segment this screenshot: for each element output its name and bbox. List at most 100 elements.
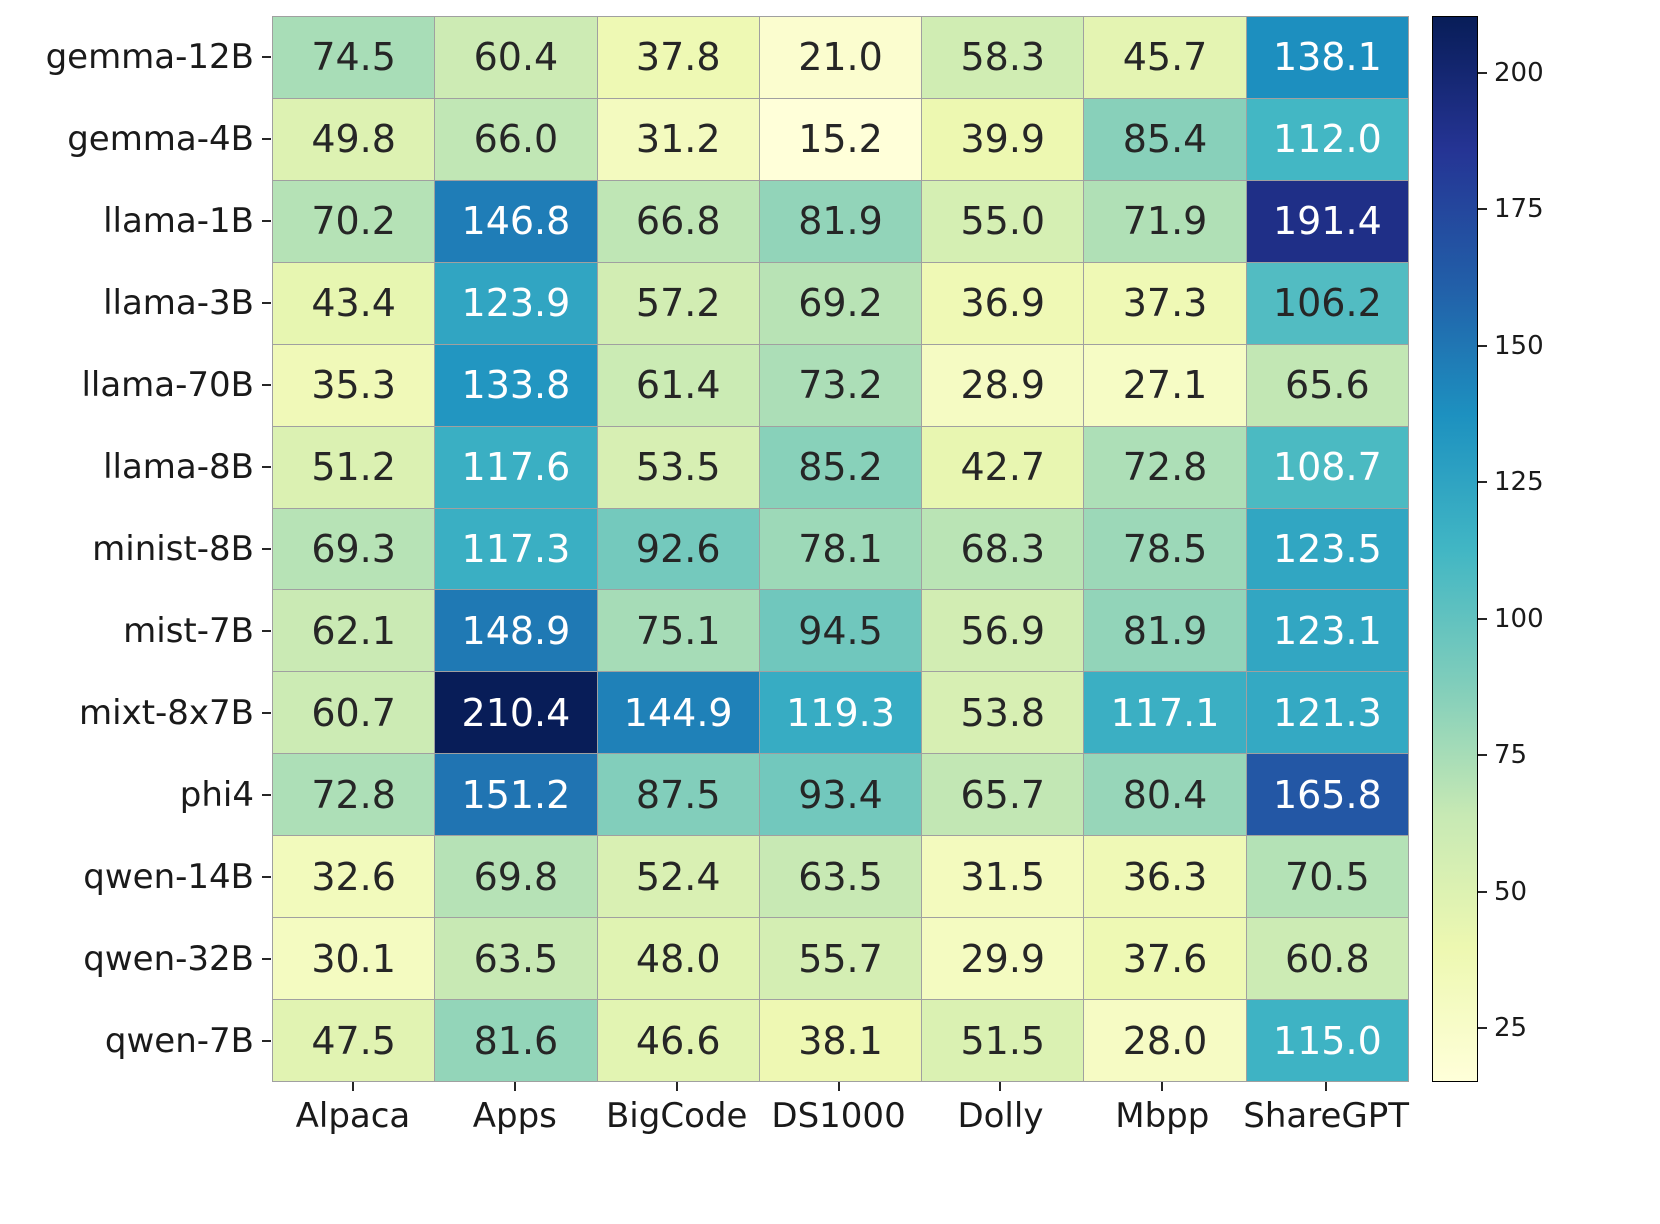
heatmap-cell: 123.1: [1246, 590, 1408, 672]
heatmap-cell: 38.1: [759, 1000, 922, 1081]
y-tick-mark: [262, 138, 271, 140]
heatmap-cell: 51.2: [273, 426, 435, 508]
colorbar-tick: 75: [1478, 742, 1527, 768]
row-label-text: qwen-7B: [104, 1021, 254, 1061]
heatmap-cell: 85.4: [1084, 98, 1246, 180]
heatmap-cell: 117.6: [435, 426, 597, 508]
row-label-text: mixt-8x7B: [79, 693, 254, 733]
y-tick-mark: [262, 56, 271, 58]
heatmap-grid: 74.5 60.4 37.8 21.0 58.3 45.7 138.1 49.8 66.0 31.…: [272, 16, 1409, 1082]
row-label: phi4: [0, 754, 272, 836]
x-tick-mark: [999, 1082, 1002, 1091]
column-label-text: Alpaca: [295, 1096, 411, 1136]
heatmap-cell: 21.0: [759, 17, 922, 98]
row-label-text: llama-3B: [103, 283, 254, 323]
heatmap-cell: 47.5: [273, 1000, 435, 1081]
heatmap-cell: 92.6: [597, 508, 759, 590]
row-label: mixt-8x7B: [0, 672, 272, 754]
heatmap-cell: 73.2: [759, 344, 922, 426]
heatmap-cell: 61.4: [597, 344, 759, 426]
colorbar-tick: 50: [1478, 879, 1527, 905]
colorbar-tick-label: 25: [1494, 1013, 1528, 1044]
heatmap-cell: 165.8: [1246, 754, 1408, 836]
heatmap-cell: 48.0: [597, 918, 759, 1000]
heatmap-cell: 37.6: [1084, 918, 1246, 1000]
heatmap-cell: 66.8: [597, 180, 759, 262]
heatmap-cell: 62.1: [273, 590, 435, 672]
heatmap-cell: 46.6: [597, 1000, 759, 1081]
heatmap-cell: 36.9: [922, 262, 1084, 344]
heatmap-cell: 53.8: [922, 672, 1084, 754]
row-label: gemma-12B: [0, 16, 272, 98]
row-label: minist-8B: [0, 508, 272, 590]
heatmap-cell: 49.8: [273, 98, 435, 180]
y-tick-mark: [262, 794, 271, 796]
heatmap-cell: 93.4: [759, 754, 922, 836]
heatmap-cell: 115.0: [1246, 1000, 1408, 1081]
heatmap-cell: 45.7: [1084, 17, 1246, 98]
colorbar-tick: 150: [1478, 333, 1544, 359]
colorbar: 25 50 75 100 125 150 175 200: [1432, 16, 1544, 1082]
y-tick-mark: [262, 958, 271, 960]
row-label: qwen-14B: [0, 836, 272, 918]
heatmap-cell: 69.3: [273, 508, 435, 590]
row-label-text: mist-7B: [123, 611, 254, 651]
heatmap-cell: 146.8: [435, 180, 597, 262]
heatmap-cell: 78.5: [1084, 508, 1246, 590]
column-label: Mbpp: [1081, 1082, 1243, 1152]
heatmap-cell: 72.8: [273, 754, 435, 836]
row-label: llama-70B: [0, 344, 272, 426]
heatmap-cell: 15.2: [759, 98, 922, 180]
x-axis-tick-labels: Alpaca Apps BigCode DS1000 Dolly Mbpp ShareGPT: [272, 1082, 1409, 1152]
y-tick-mark: [262, 1040, 271, 1042]
colorbar-tick: 125: [1478, 469, 1544, 495]
colorbar-tick: 100: [1478, 606, 1544, 632]
row-label-text: qwen-14B: [83, 857, 254, 897]
y-tick-mark: [262, 220, 271, 222]
heatmap-cell: 36.3: [1084, 836, 1246, 918]
heatmap-cell: 151.2: [435, 754, 597, 836]
y-tick-mark: [262, 876, 271, 878]
y-axis-tick-labels: gemma-12B gemma-4B llama-1B llama-3B llama-7…: [0, 16, 272, 1082]
row-label: mist-7B: [0, 590, 272, 672]
colorbar-tick: 200: [1478, 60, 1544, 86]
row-label: llama-8B: [0, 426, 272, 508]
heatmap-cell: 68.3: [922, 508, 1084, 590]
heatmap-cell: 191.4: [1246, 180, 1408, 262]
heatmap-cell: 65.6: [1246, 344, 1408, 426]
row-label: qwen-7B: [0, 1000, 272, 1082]
row-label-text: minist-8B: [92, 529, 254, 569]
heatmap-cell: 144.9: [597, 672, 759, 754]
column-label: Alpaca: [272, 1082, 434, 1152]
heatmap-cell: 55.7: [759, 918, 922, 1000]
colorbar-tick-label: 175: [1494, 194, 1544, 225]
heatmap-cell: 81.9: [759, 180, 922, 262]
heatmap-cell: 117.3: [435, 508, 597, 590]
column-label: BigCode: [596, 1082, 758, 1152]
column-label: Dolly: [920, 1082, 1082, 1152]
colorbar-tick-mark: [1478, 71, 1487, 74]
heatmap-cell: 78.1: [759, 508, 922, 590]
heatmap-cell: 85.2: [759, 426, 922, 508]
heatmap-cell: 56.9: [922, 590, 1084, 672]
x-tick-mark: [513, 1082, 516, 1091]
colorbar-tick-mark: [1478, 208, 1487, 211]
row-label-text: llama-1B: [103, 201, 254, 241]
heatmap-cell: 28.0: [1084, 1000, 1246, 1081]
heatmap-cell: 37.8: [597, 17, 759, 98]
heatmap-cell: 60.7: [273, 672, 435, 754]
heatmap-cell: 74.5: [273, 17, 435, 98]
heatmap-cell: 35.3: [273, 344, 435, 426]
heatmap-cell: 75.1: [597, 590, 759, 672]
heatmap-cell: 66.0: [435, 98, 597, 180]
heatmap-cell: 31.5: [922, 836, 1084, 918]
heatmap-cell: 133.8: [435, 344, 597, 426]
colorbar-gradient: [1432, 16, 1478, 1082]
x-tick-mark: [1161, 1082, 1164, 1091]
heatmap-cell: 69.8: [435, 836, 597, 918]
y-tick-mark: [262, 630, 271, 632]
column-label: Apps: [434, 1082, 596, 1152]
x-tick-mark: [837, 1082, 840, 1091]
heatmap-cell: 43.4: [273, 262, 435, 344]
